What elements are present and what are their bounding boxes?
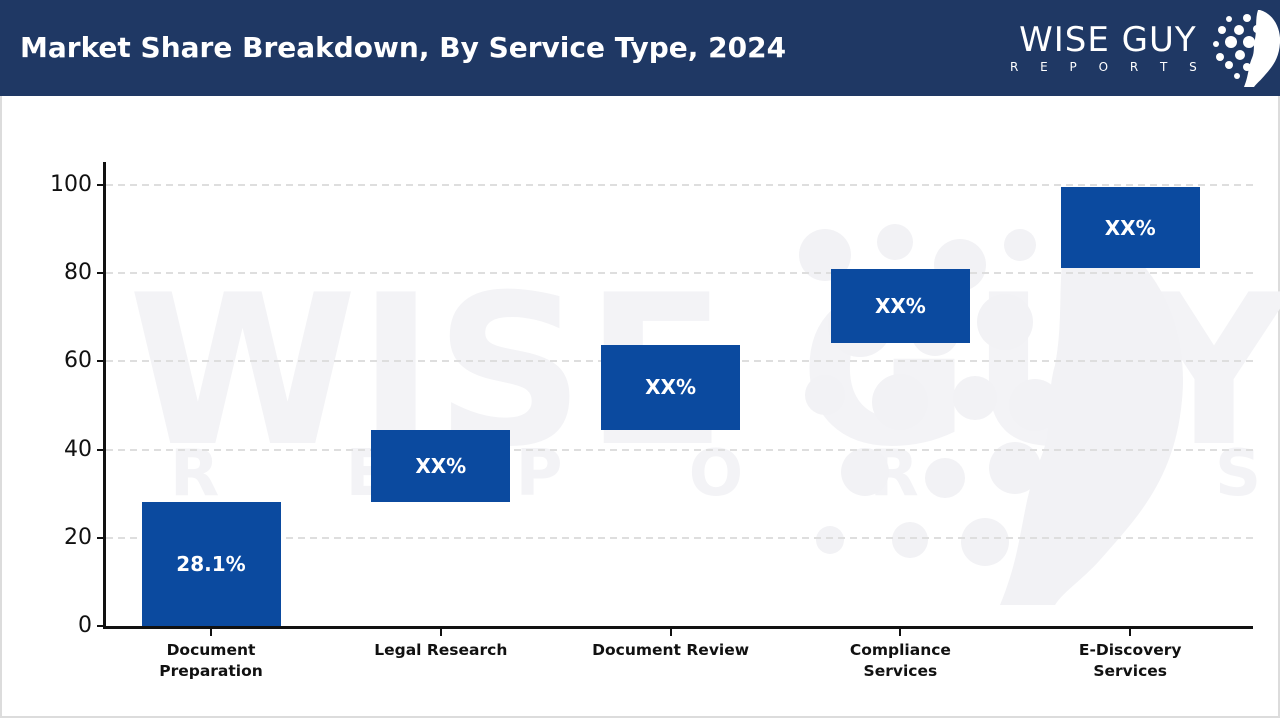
category-label-3: Document Review [592,641,750,659]
gridline-40 [106,448,1253,451]
y-tick-label: 100 [50,172,92,197]
header-bar: Market Share Breakdown, By Service Type,… [0,0,1280,96]
bar-value-label: XX% [874,294,926,319]
y-axis-line [103,162,106,629]
brand-name: WISE GUY [1019,20,1197,60]
y-tick [97,184,105,186]
gridline-100 [106,184,1253,186]
bar-value-label: XX% [645,375,697,400]
brand-tagline: R E P O R T S [1010,60,1206,74]
y-tick [97,625,105,627]
category-label-2: Legal Research [374,641,508,659]
x-tick [210,629,212,636]
chart-body-frame [0,96,1280,718]
category-label-5: E-Discovery Services [1078,641,1182,680]
category-label-4: Compliance Services [849,641,951,680]
bar-value-label: XX% [1104,215,1156,240]
brand-logo: WISE GUY R E P O R T S [1010,8,1280,88]
y-tick [97,448,105,451]
x-tick [899,629,902,636]
category-label-1: Document Preparation [159,641,263,680]
x-tick [439,629,442,636]
y-tick [97,536,105,539]
y-tick-label: 0 [78,613,92,638]
brand-logo-text: WISE GUY R E P O R T S [1010,22,1206,74]
x-tick [669,629,672,636]
page-title: Market Share Breakdown, By Service Type,… [20,31,787,64]
bar-segment-5: XX% [1060,186,1200,269]
y-tick-label: 40 [64,436,92,462]
bar-segment-2: XX% [371,430,511,503]
y-tick-label: 20 [64,524,92,550]
dotted-face-profile-icon [1212,10,1280,87]
bar-segment-4: XX% [830,269,970,343]
bar-value-label: XX% [415,454,467,479]
bar-segment-1: 28.1% [141,502,281,626]
bar-value-label: 28.1% [176,552,246,577]
gridline-80 [106,272,1253,275]
x-tick [1129,629,1132,636]
x-axis-line [103,626,1253,629]
y-tick [97,272,105,275]
y-tick-label: 80 [64,260,92,286]
y-tick-label: 60 [64,348,92,374]
gridline-20 [106,536,1253,539]
bar-segment-3: XX% [601,344,741,431]
y-tick [97,360,105,363]
